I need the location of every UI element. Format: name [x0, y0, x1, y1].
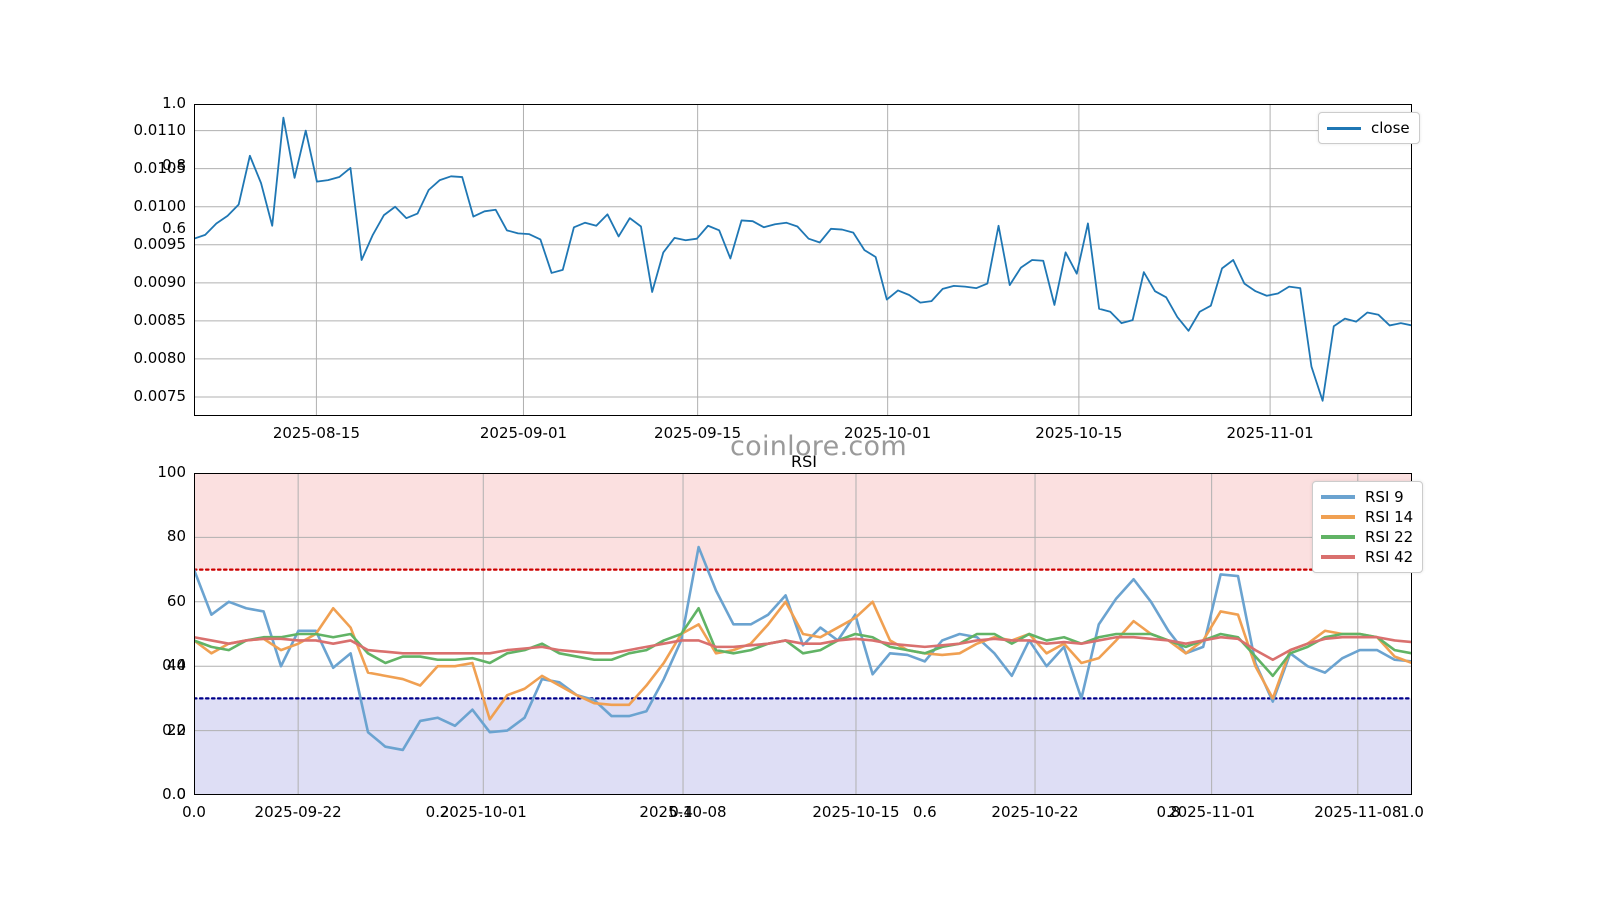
price-legend-item[interactable]: close [1327, 118, 1410, 138]
rsi-legend-item[interactable]: RSI 42 [1321, 547, 1413, 567]
rsi-y-tick: 20 [166, 720, 186, 739]
rsi-y-tick: 80 [166, 527, 186, 546]
price-y-tick-overlay: 0.6 [162, 218, 186, 237]
legend-line-icon [1321, 555, 1355, 559]
price-y-tick: 0.0105 [133, 158, 187, 177]
rsi-x-tick-overlay: 0.2 [425, 803, 450, 821]
rsi-x-tick: 2025-09-22 [254, 803, 342, 821]
price-x-tick: 2025-10-15 [1035, 424, 1123, 442]
price-x-tick: 2025-08-15 [272, 424, 360, 442]
rsi-y-tick: 100 [157, 463, 186, 481]
price-y-tick-overlay: 1.0 [162, 94, 186, 112]
legend-line-icon [1321, 535, 1355, 539]
rsi-legend[interactable]: RSI 9 RSI 14 RSI 22 RSI 42 [1312, 481, 1424, 573]
rsi-legend-item[interactable]: RSI 9 [1321, 487, 1413, 507]
price-y-tick: 0.0085 [133, 310, 187, 329]
rsi-x-tick: 2025-10-15 [812, 803, 900, 821]
rsi-legend-item[interactable]: RSI 14 [1321, 507, 1413, 527]
legend-line-icon [1321, 495, 1355, 499]
rsi-panel-title: RSI [791, 452, 817, 471]
rsi-y-tick-overlay: 0.2 [162, 720, 186, 739]
rsi-y-tick: 0 [176, 785, 186, 803]
rsi-y-tick-overlay: 0.0 [162, 785, 186, 803]
price-x-tick: 2025-09-01 [479, 424, 568, 442]
price-plot-area [194, 104, 1412, 416]
rsi-x-tick-overlay: 0.6 [912, 803, 937, 821]
rsi-chart-panel [194, 473, 1412, 795]
rsi-plot-area [194, 473, 1412, 795]
rsi-x-tick-overlay: 0.4 [669, 803, 694, 821]
price-y-tick-overlay: 0.8 [162, 156, 186, 175]
price-y-tick: 0.0110 [133, 120, 187, 139]
rsi-x-tick-overlay: 0.0 [182, 803, 206, 821]
legend-line-icon [1321, 515, 1355, 519]
watermark: coinlore.com [730, 431, 907, 462]
rsi-legend-label: RSI 22 [1365, 528, 1414, 546]
legend-line-icon [1327, 126, 1361, 130]
price-legend[interactable]: close [1318, 112, 1420, 144]
rsi-x-tick: 2025-10-22 [991, 803, 1079, 821]
price-x-tick: 2025-09-15 [654, 424, 742, 442]
price-y-tick: 0.0090 [133, 272, 187, 291]
price-y-tick: 0.0095 [133, 234, 187, 253]
rsi-legend-label: RSI 14 [1365, 508, 1414, 526]
price-x-tick: 2025-10-01 [844, 424, 932, 442]
rsi-y-tick: 40 [166, 656, 186, 675]
rsi-x-tick-overlay: 1.0 [1400, 803, 1424, 821]
rsi-legend-label: RSI 9 [1365, 488, 1404, 506]
rsi-x-tick: 2025-11-08 [1314, 803, 1402, 821]
price-chart-panel [194, 104, 1412, 416]
rsi-x-tick: 2025-10-08 [639, 803, 727, 821]
rsi-legend-label: RSI 42 [1365, 548, 1414, 566]
rsi-legend-item[interactable]: RSI 22 [1321, 527, 1413, 547]
rsi-x-tick-overlay: 0.8 [1156, 803, 1181, 821]
rsi-x-tick: 2025-10-01 [439, 803, 527, 821]
rsi-y-tick-overlay: 0.4 [162, 656, 186, 675]
price-legend-label: close [1371, 119, 1410, 137]
rsi-y-tick: 60 [166, 591, 186, 610]
price-y-tick: 0.0080 [133, 348, 187, 367]
price-x-tick: 2025-11-01 [1226, 424, 1314, 442]
price-y-tick: 0.0075 [133, 386, 187, 405]
rsi-x-tick: 2025-11-01 [1168, 803, 1256, 821]
price-y-tick: 0.0100 [133, 196, 187, 215]
